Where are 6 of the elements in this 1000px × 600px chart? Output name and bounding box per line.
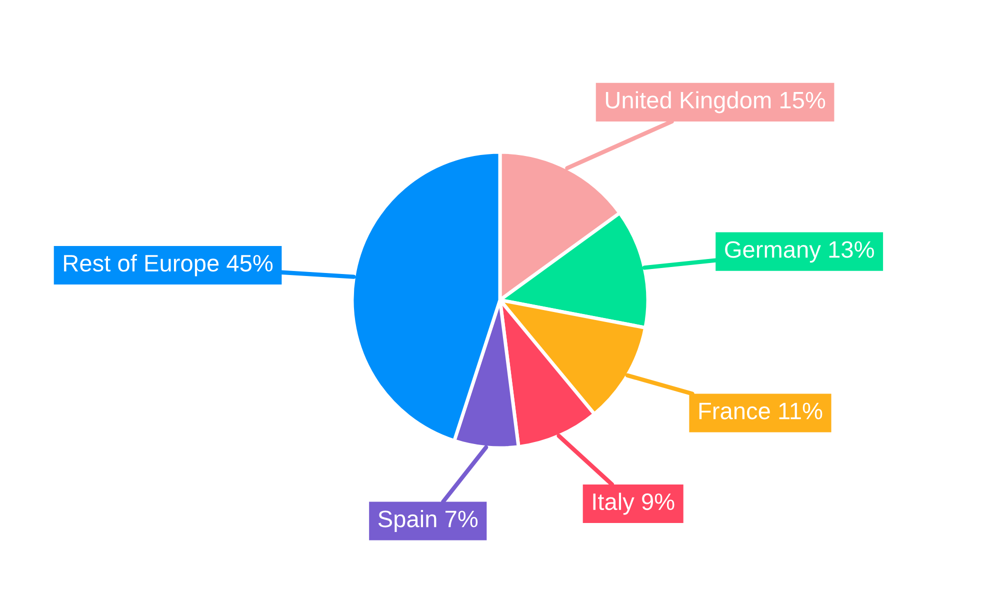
slice-label: Italy 9% — [593, 492, 674, 515]
slice-label: France 11% — [699, 402, 822, 420]
slice-label: Spain 7% — [378, 510, 478, 532]
slice-label: Germany 13% — [725, 241, 874, 263]
slice-label: United Kingdom 15% — [606, 91, 826, 114]
slice-label: Rest of Europe 45% — [64, 254, 273, 276]
